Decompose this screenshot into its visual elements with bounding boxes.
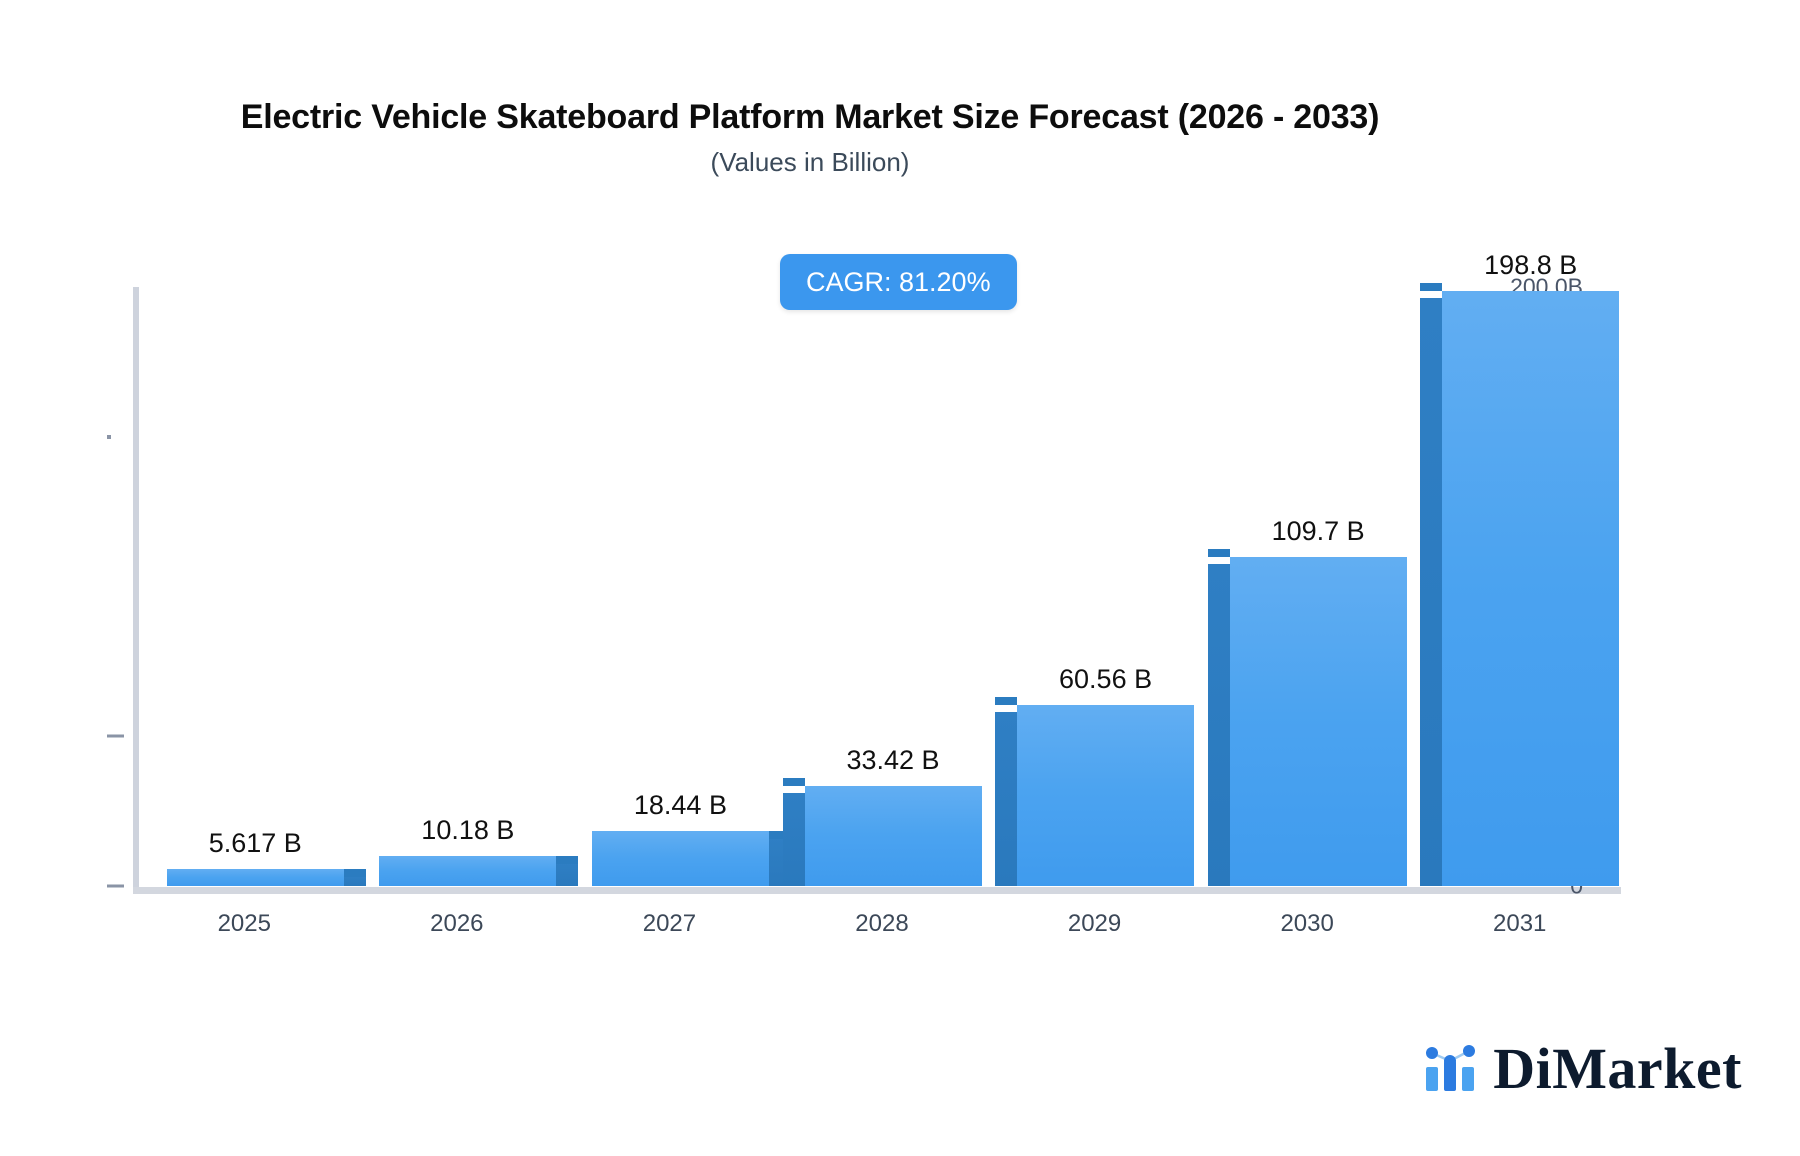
x-tick-label-2025: 2025 (217, 910, 271, 937)
bar-value-label: 33.42 B (846, 744, 940, 775)
bar-front-face (379, 855, 557, 886)
bar-top-bevel (995, 696, 1018, 705)
bar-front-face (1017, 704, 1195, 886)
bar-side-face (995, 711, 1018, 886)
bar-2028: 33.42 B (782, 745, 982, 886)
x-tick-label-2027: 2027 (642, 910, 697, 937)
x-axis-line (133, 887, 1621, 894)
bar-value-label: 18.44 B (633, 789, 727, 820)
dimarket-chart-icon (1423, 1041, 1479, 1098)
bar-2027: 18.44 B (591, 790, 791, 886)
bar-top-bevel (343, 869, 366, 878)
bar-side-face (556, 862, 579, 886)
y-tick-mark (107, 434, 111, 439)
chart-title: Electric Vehicle Skateboard Platform Mar… (240, 98, 1380, 136)
bar-value-label: 5.617 B (208, 828, 302, 859)
bar-top-bevel (782, 777, 805, 786)
x-tick-label-2031: 2031 (1493, 910, 1547, 937)
y-tick-mark (107, 884, 124, 888)
bar-2029: 60.56 B (995, 664, 1195, 886)
bar-front-face (591, 830, 769, 886)
y-tick-mark (107, 734, 124, 738)
bar-2026: 10.18 B (379, 815, 579, 886)
brand-name: DiMarket (1493, 1036, 1742, 1101)
bar-front-face (166, 869, 344, 886)
bar-front-face (804, 785, 982, 886)
brand-logo: DiMarket (1423, 1040, 1742, 1098)
bar-top-bevel (1207, 549, 1230, 558)
x-tick-label-2026: 2026 (430, 910, 484, 937)
bar-side-face (1420, 297, 1443, 886)
bar-top-bevel (1420, 282, 1443, 291)
bar-2030: 109.7 B (1207, 516, 1407, 886)
bar-value-label: 109.7 B (1271, 516, 1365, 547)
cagr-badge: CAGR: 81.20% (780, 254, 1017, 310)
x-tick-label-2028: 2028 (855, 910, 909, 937)
bar-top-bevel (768, 830, 791, 839)
bar-value-label: 198.8 B (1484, 249, 1578, 280)
plot-area: 050.0B100.0B150.0B200.0B 5.617 B10.18 B1… (107, 250, 1621, 899)
bar-front-face (1442, 290, 1620, 886)
bar-2031: 198.8 B (1420, 250, 1620, 886)
bar-front-face (1229, 557, 1407, 886)
bar-side-face (343, 876, 366, 886)
chart-subtitle: (Values in Billion) (710, 147, 910, 177)
bar-side-face (1207, 564, 1230, 886)
bar-value-label: 10.18 B (421, 814, 515, 845)
x-tick-label-2029: 2029 (1067, 910, 1122, 937)
bar-value-label: 60.56 B (1059, 663, 1153, 694)
x-tick-label-2030: 2030 (1280, 910, 1334, 937)
bar-side-face (782, 792, 805, 886)
bar-2025: 5.617 B (166, 828, 366, 886)
y-axis-line (133, 287, 139, 890)
bar-top-bevel (556, 855, 579, 864)
